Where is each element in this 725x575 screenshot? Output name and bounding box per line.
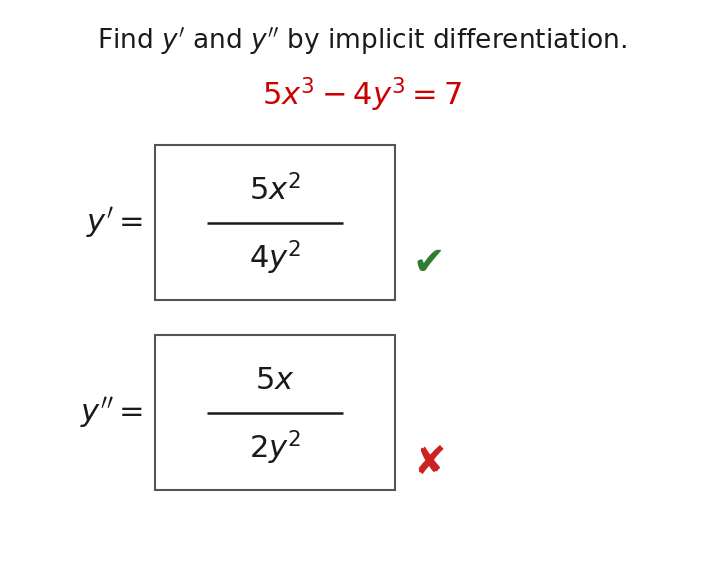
Text: ✘: ✘ [413,444,446,482]
Text: $5x$: $5x$ [255,366,295,395]
Text: $y' =$: $y' =$ [86,205,143,240]
Text: ✔: ✔ [413,244,446,282]
Text: $5x^3 - 4y^3 = 7$: $5x^3 - 4y^3 = 7$ [262,76,462,114]
Text: Find $y'$ and $y''$ by implicit differentiation.: Find $y'$ and $y''$ by implicit differen… [97,25,627,57]
Bar [155,335,395,490]
Text: $4y^2$: $4y^2$ [249,238,301,277]
Text: $2y^2$: $2y^2$ [249,428,301,467]
Bar [155,145,395,300]
Text: $y'' =$: $y'' =$ [80,395,143,430]
Text: $5x^2$: $5x^2$ [249,174,301,207]
